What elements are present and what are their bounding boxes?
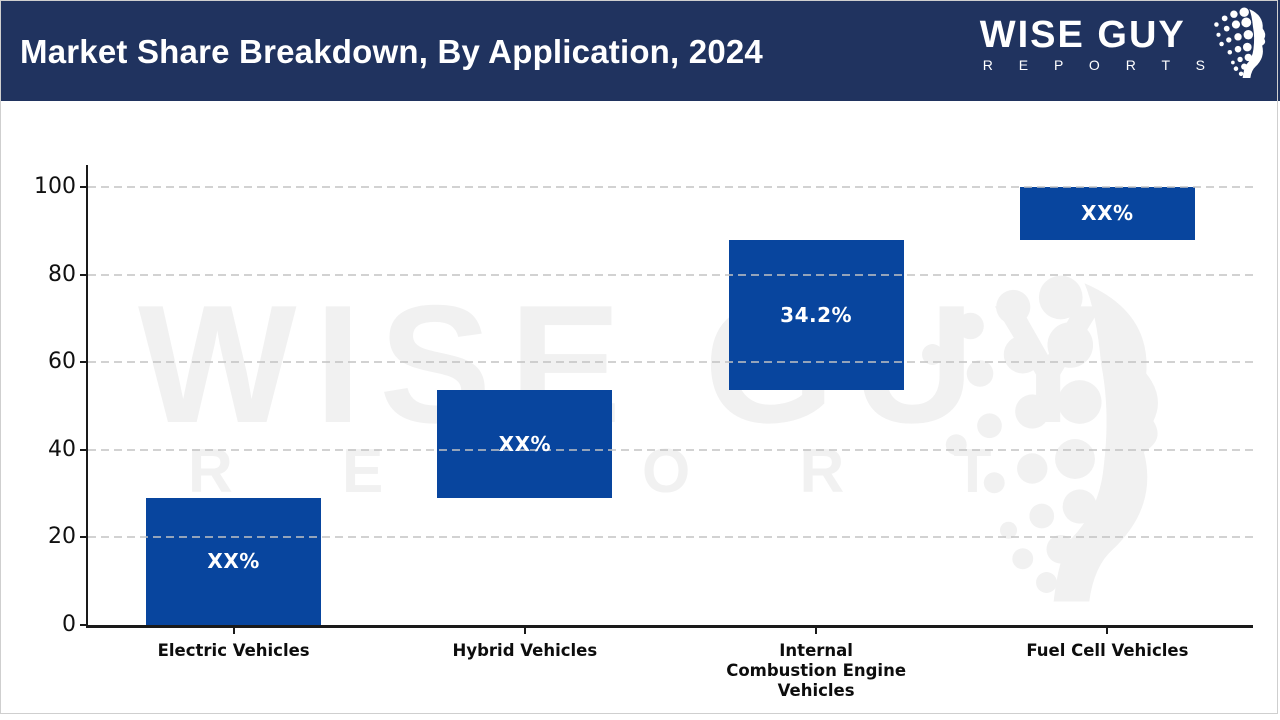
x-category-label: Hybrid Vehicles [395, 641, 655, 661]
x-category-label-line: Electric Vehicles [157, 641, 310, 660]
chart-title: Market Share Breakdown, By Application, … [20, 33, 763, 70]
bar-segment [437, 389, 613, 498]
x-axis-tick-mark [1106, 628, 1109, 634]
grid-line [88, 361, 1253, 364]
grid-line [88, 273, 1253, 276]
bar-value-label: XX% [207, 549, 260, 574]
bar-segment [1019, 187, 1195, 240]
bar-value-label: 34.2% [780, 302, 853, 327]
watermark-text-wiseguy: WISE GUY [138, 270, 1123, 458]
grid-line [88, 186, 1253, 188]
y-axis-tick-label: 0 [62, 612, 76, 637]
y-axis-tick-mark [80, 273, 87, 276]
x-category-label-line: Internal [779, 641, 853, 660]
x-category-label-line: Combustion Engine [726, 661, 907, 680]
grid-line [88, 536, 1253, 539]
y-axis-tick-mark [80, 448, 87, 451]
grid-line [88, 448, 1253, 451]
y-axis-line [86, 165, 88, 628]
wise-guy-reports-logo: WISE GUY R E P O R T S [980, 6, 1268, 80]
y-axis-tick-label: 20 [48, 524, 76, 550]
y-axis-tick-mark [80, 186, 87, 188]
logo-reports-label: R E P O R T S [982, 57, 1216, 73]
watermark-text-reports: R E P O R T S [188, 437, 1188, 506]
x-category-label-line: Vehicles [777, 681, 855, 700]
bar-segment [146, 497, 322, 625]
y-axis-tick-label: 40 [48, 436, 76, 462]
x-category-label-line: Fuel Cell Vehicles [1026, 641, 1189, 660]
y-axis-tick-mark [80, 361, 87, 364]
logo-text: WISE GUY R E P O R T S [980, 13, 1216, 73]
logo-head-icon [1214, 7, 1266, 78]
x-category-label: Electric Vehicles [104, 641, 364, 661]
x-axis-tick-mark [523, 628, 526, 634]
y-axis-tick-label: 100 [34, 174, 76, 199]
x-axis-tick-mark [815, 628, 818, 634]
x-axis-tick-mark [232, 628, 235, 634]
x-axis-line [86, 625, 1253, 628]
x-category-label: Internal Combustion Engine Vehicles [686, 641, 946, 701]
x-category-label-line: Hybrid Vehicles [452, 641, 598, 660]
logo-wiseguy-label: WISE GUY [979, 14, 1186, 56]
y-axis-tick-label: 80 [48, 261, 76, 287]
header-bar: Market Share Breakdown, By Application, … [0, 0, 1280, 101]
bar-segment [728, 239, 904, 390]
x-category-label: Fuel Cell Vehicles [977, 641, 1237, 661]
y-axis-tick-mark [80, 624, 87, 626]
bar-value-label: XX% [498, 431, 552, 456]
y-axis-tick-mark [80, 536, 87, 539]
y-axis-tick-label: 60 [48, 349, 76, 375]
bar-value-label: XX% [1081, 201, 1134, 226]
